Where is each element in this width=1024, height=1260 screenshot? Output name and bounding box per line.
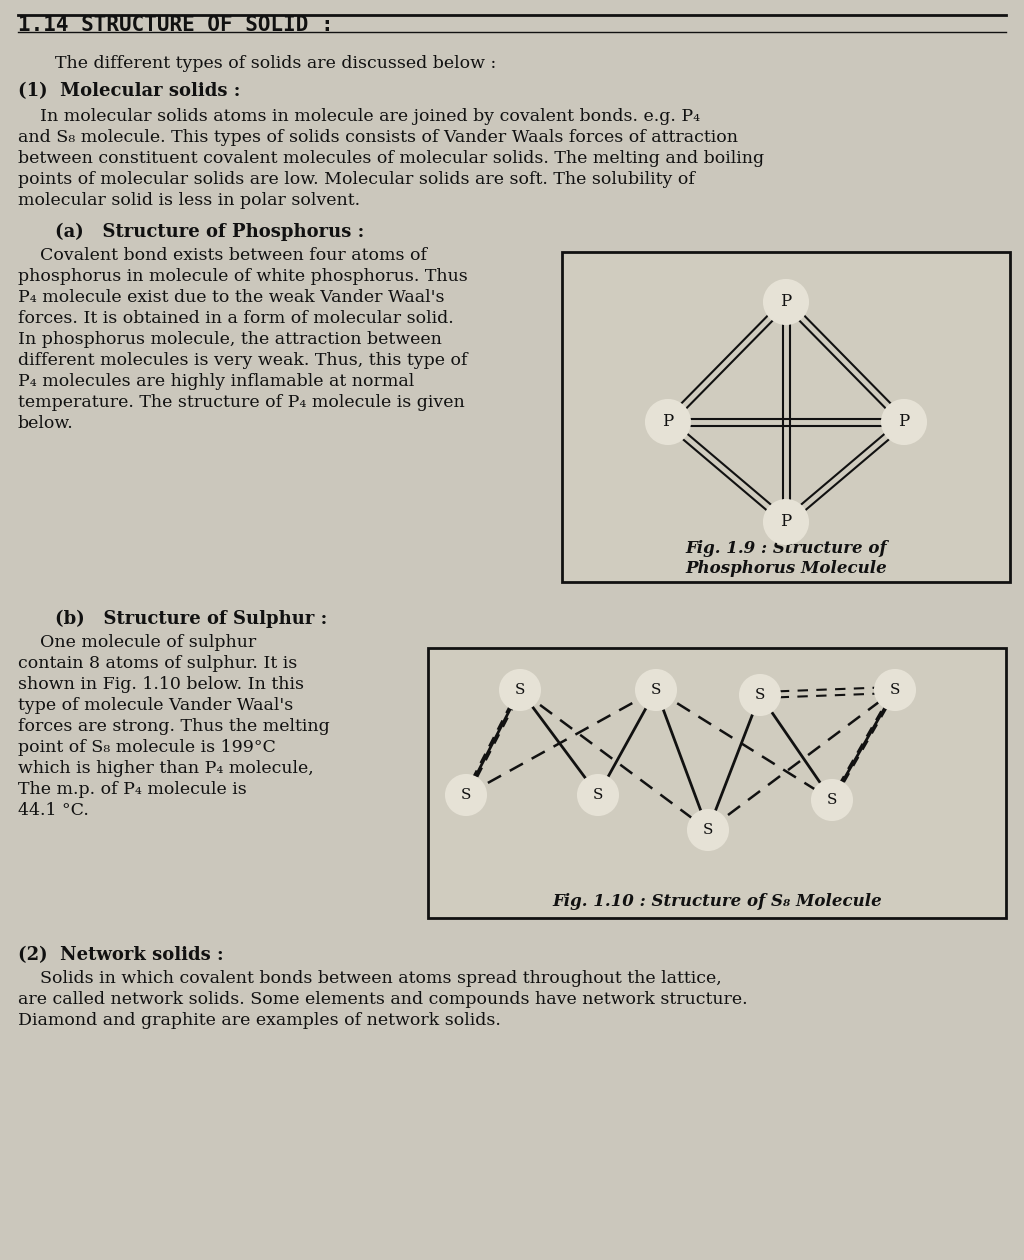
Circle shape — [812, 780, 852, 820]
Text: P: P — [780, 294, 792, 310]
Text: P₄ molecules are highly inflamable at normal: P₄ molecules are highly inflamable at no… — [18, 373, 415, 391]
Text: Diamond and graphite are examples of network solids.: Diamond and graphite are examples of net… — [18, 1012, 501, 1029]
Text: In phosphorus molecule, the attraction between: In phosphorus molecule, the attraction b… — [18, 331, 442, 348]
Text: are called network solids. Some elements and compounds have network structure.: are called network solids. Some elements… — [18, 992, 748, 1008]
Text: Covalent bond exists between four atoms of: Covalent bond exists between four atoms … — [18, 247, 427, 265]
Text: forces are strong. Thus the melting: forces are strong. Thus the melting — [18, 718, 330, 735]
Text: Solids in which covalent bonds between atoms spread throughout the lattice,: Solids in which covalent bonds between a… — [18, 970, 722, 987]
Circle shape — [446, 775, 486, 815]
Circle shape — [740, 675, 780, 714]
Text: point of S₈ molecule is 199°C: point of S₈ molecule is 199°C — [18, 740, 275, 756]
Text: shown in Fig. 1.10 below. In this: shown in Fig. 1.10 below. In this — [18, 677, 304, 693]
Circle shape — [764, 500, 808, 544]
Text: S: S — [826, 793, 838, 806]
Text: (b)   Structure of Sulphur :: (b) Structure of Sulphur : — [55, 610, 328, 629]
Text: S: S — [651, 683, 662, 697]
Text: forces. It is obtained in a form of molecular solid.: forces. It is obtained in a form of mole… — [18, 310, 454, 328]
Text: S: S — [890, 683, 900, 697]
Text: Phosphorus Molecule: Phosphorus Molecule — [685, 559, 887, 577]
Text: The different types of solids are discussed below :: The different types of solids are discus… — [55, 55, 497, 72]
Text: contain 8 atoms of sulphur. It is: contain 8 atoms of sulphur. It is — [18, 655, 297, 672]
Circle shape — [688, 810, 728, 851]
Text: One molecule of sulphur: One molecule of sulphur — [18, 634, 256, 651]
Text: Fig. 1.10 : Structure of S₈ Molecule: Fig. 1.10 : Structure of S₈ Molecule — [552, 893, 882, 910]
Text: S: S — [702, 823, 713, 837]
Circle shape — [500, 670, 540, 709]
Circle shape — [646, 399, 690, 444]
Text: S: S — [755, 688, 765, 702]
Text: molecular solid is less in polar solvent.: molecular solid is less in polar solvent… — [18, 192, 360, 209]
Text: The m.p. of P₄ molecule is: The m.p. of P₄ molecule is — [18, 781, 247, 798]
Text: 1.14 STRUCTURE OF SOLID :: 1.14 STRUCTURE OF SOLID : — [18, 15, 334, 35]
Text: different molecules is very weak. Thus, this type of: different molecules is very weak. Thus, … — [18, 352, 468, 369]
Text: 44.1 °C.: 44.1 °C. — [18, 803, 89, 819]
Text: (a)   Structure of Phosphorus :: (a) Structure of Phosphorus : — [55, 223, 365, 241]
Text: P: P — [663, 413, 674, 431]
Circle shape — [578, 775, 618, 815]
Circle shape — [636, 670, 676, 709]
Text: P₄ molecule exist due to the weak Vander Waal's: P₄ molecule exist due to the weak Vander… — [18, 289, 444, 306]
Text: between constituent covalent molecules of molecular solids. The melting and boil: between constituent covalent molecules o… — [18, 150, 764, 168]
Text: (2)  Network solids :: (2) Network solids : — [18, 946, 223, 964]
Text: phosphorus in molecule of white phosphorus. Thus: phosphorus in molecule of white phosphor… — [18, 268, 468, 285]
Text: which is higher than P₄ molecule,: which is higher than P₄ molecule, — [18, 760, 313, 777]
Text: P: P — [780, 514, 792, 530]
Text: points of molecular solids are low. Molecular solids are soft. The solubility of: points of molecular solids are low. Mole… — [18, 171, 695, 188]
Bar — [562, 252, 1010, 582]
Text: S: S — [515, 683, 525, 697]
Text: type of molecule Vander Waal's: type of molecule Vander Waal's — [18, 697, 293, 714]
Text: (1)  Molecular solids :: (1) Molecular solids : — [18, 82, 241, 100]
Circle shape — [874, 670, 915, 709]
Text: S: S — [461, 788, 471, 803]
Text: In molecular solids atoms in molecule are joined by covalent bonds. e.g. P₄: In molecular solids atoms in molecule ar… — [18, 108, 700, 125]
Text: Fig. 1.9 : Structure of: Fig. 1.9 : Structure of — [685, 541, 887, 557]
Circle shape — [764, 280, 808, 324]
Bar — [428, 648, 1006, 919]
Text: temperature. The structure of P₄ molecule is given: temperature. The structure of P₄ molecul… — [18, 394, 465, 411]
Text: P: P — [898, 413, 909, 431]
Text: below.: below. — [18, 415, 74, 432]
Text: S: S — [593, 788, 603, 803]
Circle shape — [882, 399, 926, 444]
Text: and S₈ molecule. This types of solids consists of Vander Waals forces of attract: and S₈ molecule. This types of solids co… — [18, 129, 738, 146]
